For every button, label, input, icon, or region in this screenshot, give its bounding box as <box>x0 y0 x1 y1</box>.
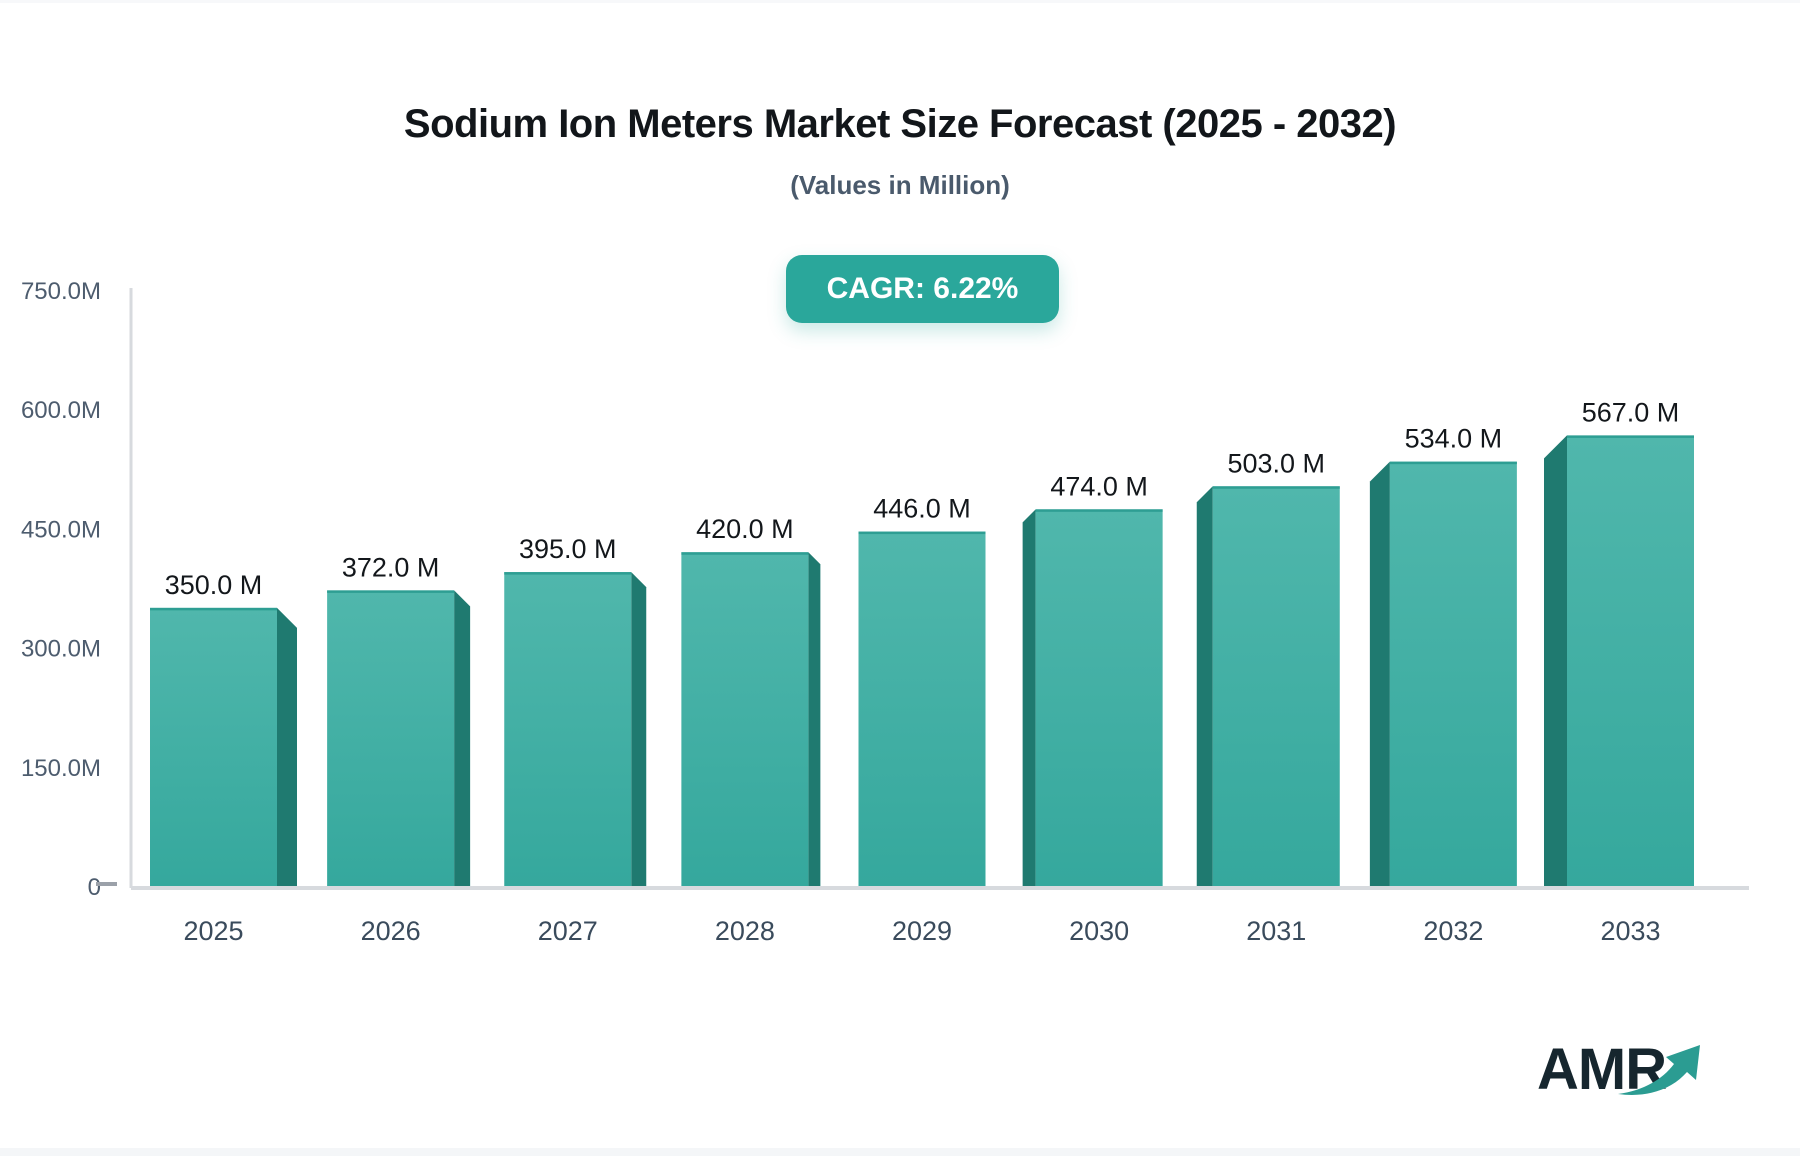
y-axis-label: 750.0M <box>21 278 101 305</box>
bar-top-edge <box>858 531 986 535</box>
bar-value-label: 534.0 M <box>1405 424 1503 454</box>
bottom-edge-divider <box>0 1148 1800 1156</box>
x-axis-label: 2030 <box>1069 916 1129 946</box>
bar-top-edge <box>681 552 809 555</box>
x-axis-label: 2027 <box>538 916 598 946</box>
page-subtitle: (Values in Million) <box>790 170 1010 200</box>
amr-logo: AMR <box>1537 1036 1717 1106</box>
x-axis-label: 2033 <box>1600 916 1660 946</box>
trend-up-arrow-icon <box>1618 1045 1700 1095</box>
page-title: Sodium Ion Meters Market Size Forecast (… <box>403 102 1397 146</box>
bar[interactable] <box>1035 509 1163 886</box>
bar-top-edge <box>1389 461 1517 465</box>
top-edge-divider <box>0 0 1800 3</box>
bar-group-2028: 420.0 M 2028 <box>681 514 821 946</box>
bar-value-label: 395.0 M <box>519 534 617 564</box>
x-axis-label: 2026 <box>361 916 421 946</box>
bar-side-face <box>808 552 821 886</box>
bar-group-2030: 474.0 M 2030 <box>1022 471 1163 946</box>
bar-value-label: 420.0 M <box>696 514 794 544</box>
bar-side-face <box>631 572 647 886</box>
bar[interactable] <box>327 590 455 886</box>
bar-value-label: 446.0 M <box>873 494 971 524</box>
bar-value-label: 350.0 M <box>165 570 263 600</box>
bar[interactable] <box>858 531 986 886</box>
bar[interactable] <box>150 607 277 886</box>
bar-top-edge <box>1567 435 1694 438</box>
bar-top-edge <box>504 572 632 575</box>
bar[interactable] <box>681 552 809 886</box>
y-axis-label: 0 <box>88 874 101 901</box>
cagr-badge: CAGR: 6.22% <box>786 255 1059 323</box>
bar-side-face <box>1022 509 1036 886</box>
bar[interactable] <box>1212 486 1340 886</box>
bar-group-2025: 350.0 M 2025 <box>150 570 297 946</box>
bar-group-2027: 395.0 M 2027 <box>504 534 647 946</box>
bar-side-face <box>1544 435 1567 886</box>
y-axis-label: 450.0M <box>21 516 101 543</box>
bar-side-face <box>454 590 471 886</box>
bar[interactable] <box>504 572 632 886</box>
y-axis-label: 600.0M <box>21 397 101 424</box>
bar-group-2031: 503.0 M 2031 <box>1196 448 1340 946</box>
bar-top-edge <box>150 607 277 611</box>
bar[interactable] <box>1567 435 1694 886</box>
bar-top-edge <box>1212 486 1340 489</box>
bar-value-label: 372.0 M <box>342 552 440 582</box>
y-axis-label: 300.0M <box>21 636 101 663</box>
bar-value-label: 503.0 M <box>1227 448 1325 478</box>
bar-top-edge <box>327 590 455 593</box>
bar-value-label: 474.0 M <box>1050 471 1148 501</box>
bar-group-2026: 372.0 M 2026 <box>327 552 471 946</box>
x-axis-label: 2028 <box>715 916 775 946</box>
x-axis-label: 2032 <box>1423 916 1483 946</box>
bar-group-2029: 446.0 M 2029 <box>858 494 986 946</box>
bar-side-face <box>277 607 297 886</box>
x-axis-label: 2031 <box>1246 916 1306 946</box>
bar-side-face <box>1369 461 1390 886</box>
bar[interactable] <box>1389 461 1517 886</box>
y-axis-label: 150.0M <box>21 755 101 782</box>
x-axis-label: 2025 <box>183 916 243 946</box>
bar-top-edge <box>1035 509 1163 512</box>
bar-group-2033: 567.0 M 2033 <box>1544 397 1694 946</box>
bar-group-2032: 534.0 M 2032 <box>1369 424 1517 946</box>
x-axis-label: 2029 <box>892 916 952 946</box>
bar-side-face <box>1196 486 1213 886</box>
bar-value-label: 567.0 M <box>1582 397 1680 427</box>
